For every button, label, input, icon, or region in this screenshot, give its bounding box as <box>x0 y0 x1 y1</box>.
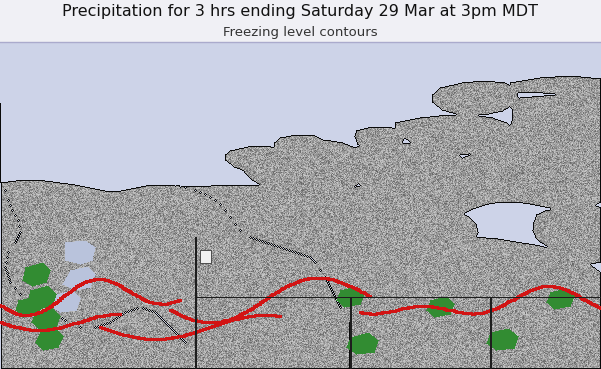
Text: Freezing level contours: Freezing level contours <box>223 26 378 39</box>
Text: Precipitation for 3 hrs ending Saturday 29 Mar at 3pm MDT: Precipitation for 3 hrs ending Saturday … <box>63 4 538 19</box>
